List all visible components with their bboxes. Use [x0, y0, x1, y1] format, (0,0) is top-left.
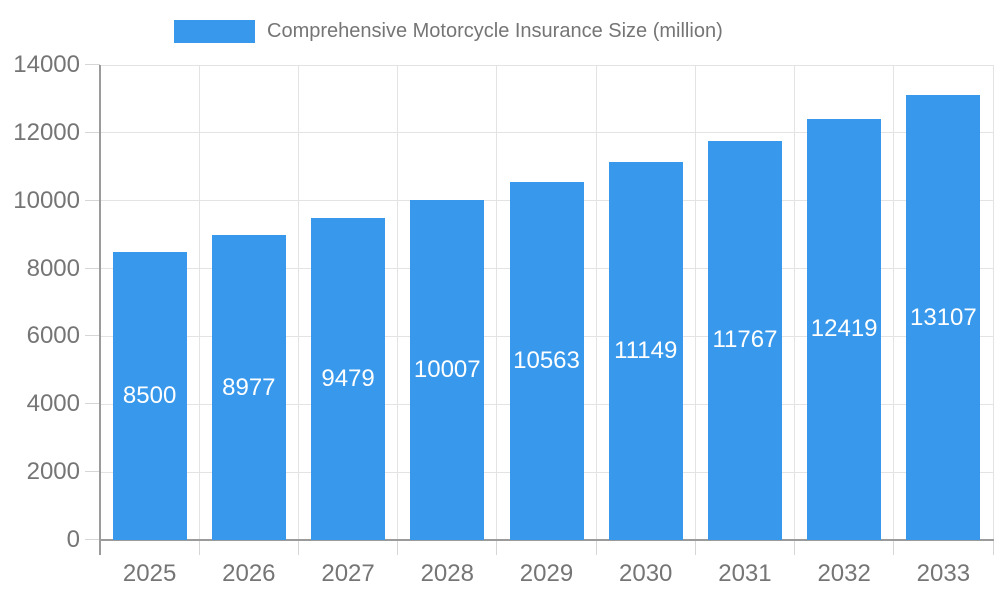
gridline-vertical: [794, 65, 796, 540]
gridline-horizontal: [100, 132, 993, 134]
x-axis-label-2033: 2033: [916, 560, 971, 587]
x-axis-label-2028: 2028: [420, 560, 474, 587]
y-axis-tick: [85, 471, 100, 473]
x-axis-tick: [893, 541, 895, 555]
x-axis-tick: [198, 541, 200, 555]
legend-label: Comprehensive Motorcycle Insurance Size …: [267, 20, 723, 42]
y-axis-tick: [85, 267, 100, 269]
gridline-vertical: [496, 65, 498, 540]
y-axis-label: 6000: [26, 322, 80, 350]
y-axis-tick: [85, 335, 100, 337]
y-axis-label: 0: [66, 526, 80, 553]
gridline-vertical: [893, 65, 895, 540]
x-axis-label-2032: 2032: [817, 560, 871, 587]
bar-value-label: 8500: [122, 381, 177, 409]
gridline-vertical: [694, 65, 696, 540]
bar-2030[interactable]: [608, 161, 683, 540]
gridline-vertical: [397, 65, 399, 540]
bar-value-label: 11767: [712, 326, 778, 354]
y-axis-tick: [85, 403, 100, 405]
x-axis-label-2031: 2031: [718, 560, 772, 587]
gridline-vertical: [992, 65, 994, 540]
y-axis-label: 2000: [26, 458, 80, 486]
y-axis-label: 14000: [13, 51, 80, 78]
gridline-vertical: [297, 65, 299, 540]
x-axis-line: [99, 539, 994, 541]
bar-2033[interactable]: [906, 95, 981, 540]
bar-2032[interactable]: [807, 118, 882, 540]
bar-value-label: 10007: [413, 356, 481, 384]
x-axis-label-2025: 2025: [122, 560, 177, 587]
bar-2031[interactable]: [707, 140, 782, 540]
x-axis-tick: [595, 541, 597, 555]
legend-swatch-icon: [174, 20, 255, 43]
y-axis-line: [99, 65, 101, 555]
bar-2027[interactable]: [311, 218, 386, 540]
x-axis-label-2030: 2030: [619, 560, 673, 587]
gridline-horizontal: [100, 64, 993, 66]
y-axis-label: 4000: [26, 390, 80, 418]
x-axis-tick: [496, 541, 498, 555]
gridline-vertical: [595, 65, 597, 540]
bar-2026[interactable]: [211, 235, 286, 540]
bar-value-label: 8977: [222, 373, 276, 401]
bar-value-label: 11149: [614, 336, 678, 364]
bar-value-label: 9479: [321, 365, 375, 393]
y-axis-tick: [85, 199, 100, 201]
x-axis-label-2026: 2026: [222, 560, 276, 587]
bar-value-label: 10563: [513, 346, 580, 374]
y-axis-tick: [85, 131, 100, 133]
x-axis-label-2027: 2027: [321, 560, 375, 587]
y-axis-label: 10000: [13, 186, 80, 214]
legend-item[interactable]: Comprehensive Motorcycle Insurance Size …: [174, 20, 723, 43]
bar-2029[interactable]: [509, 181, 584, 540]
y-axis-label: 8000: [26, 254, 80, 282]
bar-2025[interactable]: [112, 251, 187, 540]
x-axis-tick: [397, 541, 399, 555]
y-axis-label: 12000: [13, 118, 80, 146]
bar-2028[interactable]: [410, 200, 485, 540]
bar-value-label: 13107: [910, 303, 977, 331]
x-axis-tick: [794, 541, 796, 555]
x-axis-tick: [297, 541, 299, 555]
bar-value-label: 12419: [810, 315, 878, 343]
x-axis-label-2029: 2029: [519, 560, 574, 587]
y-axis-tick: [85, 64, 100, 65]
x-axis-tick: [992, 541, 994, 555]
gridline-vertical: [198, 65, 200, 540]
x-axis-tick: [694, 541, 696, 555]
y-axis-tick: [85, 539, 100, 540]
